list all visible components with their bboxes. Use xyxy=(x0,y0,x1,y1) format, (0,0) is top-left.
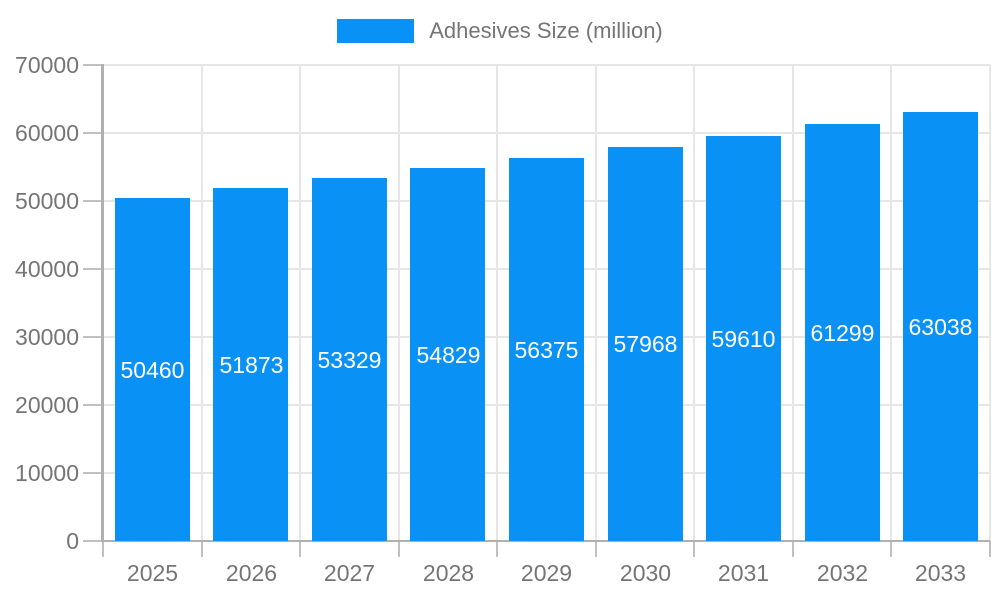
x-axis-label-2031: 2031 xyxy=(717,560,770,586)
y-axis-tick-mark xyxy=(83,64,103,66)
bar-2033 xyxy=(903,112,978,541)
gridline-vertical xyxy=(890,65,892,541)
bar-2032 xyxy=(805,124,880,541)
gridline-horizontal xyxy=(103,132,990,134)
bar-value-label: 57968 xyxy=(613,331,678,357)
bar-value-label: 51873 xyxy=(219,352,284,378)
x-axis-label-2027: 2027 xyxy=(323,560,376,586)
x-axis-tick-mark xyxy=(201,541,203,557)
x-axis-label-2033: 2033 xyxy=(914,560,967,586)
y-axis-tick-mark xyxy=(83,540,103,542)
gridline-vertical xyxy=(693,65,695,541)
gridline-horizontal xyxy=(103,64,990,66)
gridline-vertical xyxy=(299,65,301,541)
chart-legend: Adhesives Size (million) xyxy=(0,18,1000,44)
bar-2025 xyxy=(115,198,190,541)
y-axis-tick-mark xyxy=(83,132,103,134)
y-axis-tick-mark xyxy=(83,268,103,270)
y-axis-label: 10000 xyxy=(15,460,79,486)
x-axis-tick-mark xyxy=(299,541,301,557)
x-axis-tick-mark xyxy=(989,541,991,557)
bar-value-label: 59610 xyxy=(711,326,776,352)
bar-2030 xyxy=(608,147,683,541)
x-axis-label-2025: 2025 xyxy=(126,560,179,586)
bar-value-label: 61299 xyxy=(810,320,875,346)
bar-2031 xyxy=(706,136,781,541)
y-axis-label: 70000 xyxy=(15,52,79,78)
x-axis-tick-mark xyxy=(890,541,892,557)
gridline-vertical xyxy=(595,65,597,541)
bar-value-label: 50460 xyxy=(120,357,185,383)
bar-value-label: 53329 xyxy=(317,347,382,373)
y-axis-label: 30000 xyxy=(15,324,79,350)
y-axis-label: 0 xyxy=(66,528,79,554)
x-axis-tick-mark xyxy=(398,541,400,557)
legend-swatch xyxy=(337,19,415,43)
y-axis-label: 20000 xyxy=(15,392,79,418)
x-axis-tick-mark xyxy=(792,541,794,557)
y-axis-label: 60000 xyxy=(15,120,79,146)
bar-2026 xyxy=(213,188,288,541)
gridline-vertical xyxy=(496,65,498,541)
x-axis-tick-mark xyxy=(595,541,597,557)
bar-value-label: 54829 xyxy=(416,342,481,368)
x-axis-tick-mark xyxy=(102,541,104,557)
x-axis-line xyxy=(101,540,990,542)
gridline-vertical xyxy=(201,65,203,541)
x-axis-label-2028: 2028 xyxy=(422,560,475,586)
gridline-vertical xyxy=(989,65,991,541)
x-axis-label-2026: 2026 xyxy=(225,560,278,586)
gridline-vertical xyxy=(792,65,794,541)
x-axis-label-2032: 2032 xyxy=(816,560,869,586)
x-axis-tick-mark xyxy=(693,541,695,557)
x-axis-label-2030: 2030 xyxy=(619,560,672,586)
y-axis-tick-mark xyxy=(83,336,103,338)
x-axis-tick-mark xyxy=(496,541,498,557)
gridline-vertical xyxy=(398,65,400,541)
y-axis-line xyxy=(101,64,104,542)
bar-2029 xyxy=(509,158,584,541)
bar-value-label: 56375 xyxy=(514,337,579,363)
bar-value-label: 63038 xyxy=(908,314,973,340)
x-axis-label-2029: 2029 xyxy=(520,560,573,586)
y-axis-tick-mark xyxy=(83,472,103,474)
bar-2027 xyxy=(312,178,387,541)
y-axis-tick-mark xyxy=(83,404,103,406)
y-axis-label: 50000 xyxy=(15,188,79,214)
y-axis-label: 40000 xyxy=(15,256,79,282)
bar-2028 xyxy=(410,168,485,541)
y-axis-tick-mark xyxy=(83,200,103,202)
legend-label: Adhesives Size (million) xyxy=(429,18,663,43)
